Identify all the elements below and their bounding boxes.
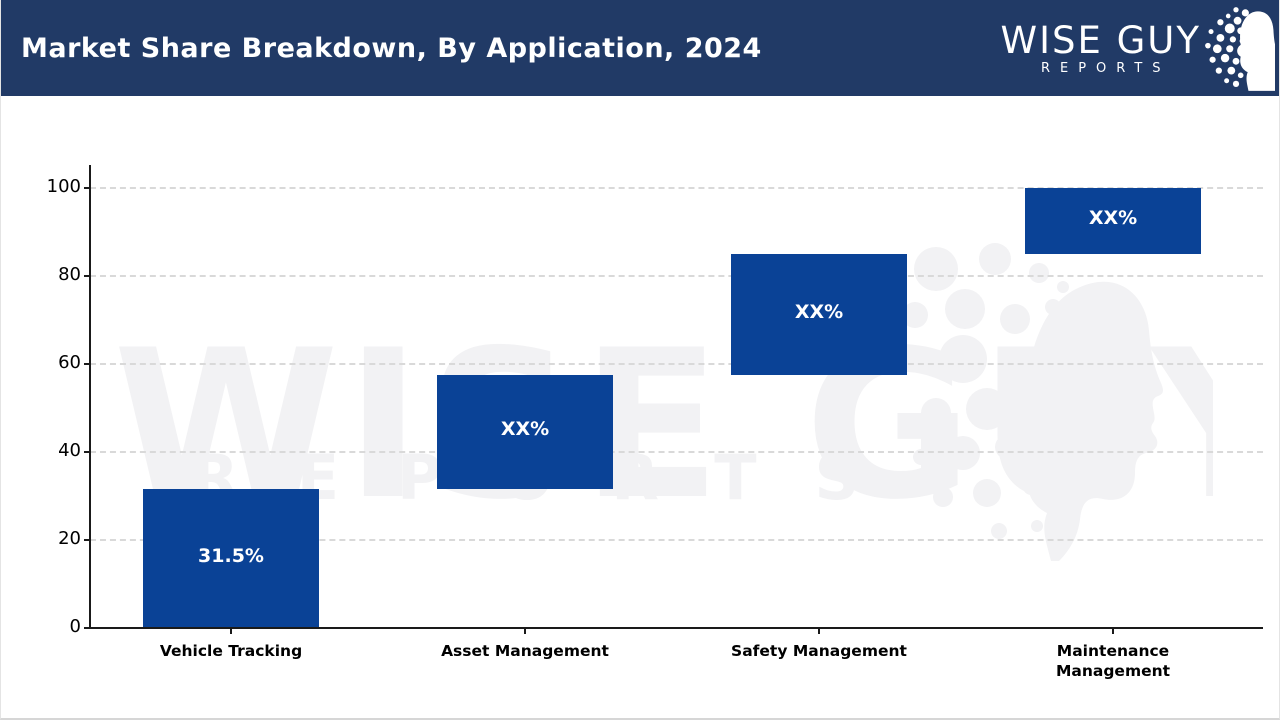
x-category-label: Safety Management <box>731 642 907 660</box>
bar-value-label: XX% <box>794 300 844 323</box>
gridline-40 <box>90 451 1263 453</box>
bar-safety-management <box>731 254 907 375</box>
x-axis-line <box>86 627 1263 629</box>
y-tick-label-40: 40 <box>58 440 81 461</box>
y-tick-60 <box>84 363 90 365</box>
bar-vehicle-tracking <box>143 489 319 628</box>
brand-logo-subtitle: REPORTS <box>1040 60 1171 76</box>
y-tick-40 <box>84 451 90 453</box>
y-tick-label-100: 100 <box>46 176 81 197</box>
gridline-20 <box>90 539 1263 541</box>
y-tick-20 <box>84 539 90 541</box>
x-category-label: Asset Management <box>441 642 609 660</box>
bar-value-label: XX% <box>500 418 550 441</box>
chart-area: WISE GUY REPORTS 02040608010031.5%Vehicl… <box>1 96 1279 718</box>
logo-head-icon <box>1205 7 1275 91</box>
header-bar: Market Share Breakdown, By Application, … <box>1 0 1279 96</box>
bar-maintenance-management <box>1025 188 1201 254</box>
page-title: Market Share Breakdown, By Application, … <box>21 32 762 64</box>
x-tick-3 <box>1112 628 1114 634</box>
brand-logo-text: WISE GUY REPORTS <box>1001 22 1201 75</box>
y-tick-100 <box>84 187 90 189</box>
watermark-head-icon <box>902 243 1163 561</box>
x-category-label: Vehicle Tracking <box>159 642 303 660</box>
y-tick-0 <box>84 627 90 629</box>
bar-asset-management <box>437 375 613 490</box>
x-tick-2 <box>818 628 820 634</box>
x-tick-1 <box>524 628 526 634</box>
gridline-60 <box>90 363 1263 365</box>
x-tick-0 <box>230 628 232 634</box>
y-tick-label-20: 20 <box>58 528 81 549</box>
y-tick-label-80: 80 <box>58 264 81 285</box>
y-tick-label-60: 60 <box>58 352 81 373</box>
gridline-100 <box>90 187 1263 189</box>
bar-value-label: 31.5% <box>198 544 264 567</box>
gridline-80 <box>90 275 1263 277</box>
brand-logo-wordmark: WISE GUY <box>1000 18 1201 62</box>
y-axis-line <box>89 165 91 628</box>
bar-value-label: XX% <box>1088 207 1138 229</box>
brand-logo: WISE GUY REPORTS <box>1001 4 1275 92</box>
x-category-label: Maintenance Management <box>1055 642 1171 681</box>
y-tick-label-0: 0 <box>69 616 81 637</box>
y-tick-80 <box>84 275 90 277</box>
